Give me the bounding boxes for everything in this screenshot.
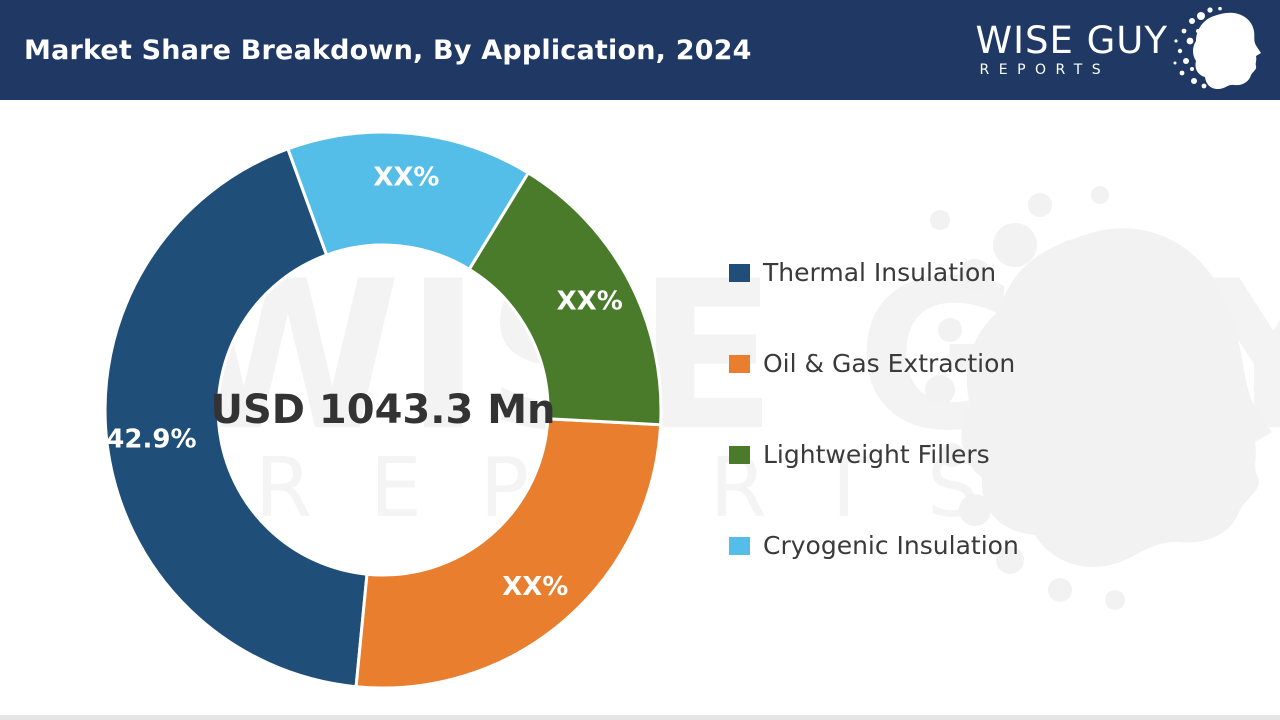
donut-center-label: USD 1043.3 Mn [211, 387, 556, 433]
legend-swatch-thermal-insulation [729, 263, 750, 282]
donut-chart: 42.9% XX% XX% XX% USD 1043.3 Mn [103, 130, 663, 690]
legend-item-oil-gas-extraction: Oil & Gas Extraction [729, 349, 1019, 378]
legend-label: Thermal Insulation [763, 258, 997, 287]
brand-head-icon [1173, 7, 1261, 90]
legend-item-lightweight-fillers: Lightweight Fillers [729, 440, 1019, 469]
donut-slice-thermal-insulation [103, 146, 369, 689]
legend-swatch-lightweight-fillers [729, 445, 750, 464]
slice-value-label: XX% [373, 163, 439, 193]
brand-name: WISE GUY [975, 19, 1168, 62]
bottom-accent-bar [0, 715, 1280, 720]
chart-legend: Thermal Insulation Oil & Gas Extraction … [729, 258, 1019, 560]
slice-value-label: XX% [502, 572, 568, 602]
page-title: Market Share Breakdown, By Application, … [24, 34, 752, 66]
legend-item-thermal-insulation: Thermal Insulation [729, 258, 1019, 287]
slice-value-label: XX% [557, 286, 623, 316]
legend-label: Lightweight Fillers [763, 440, 990, 469]
legend-item-cryogenic-insulation: Cryogenic Insulation [729, 531, 1019, 560]
brand-subtitle: REPORTS [979, 62, 1111, 78]
brand-logo: WISE GUY REPORTS [976, 7, 1266, 93]
watermark-head-dots [925, 186, 1272, 610]
brand-logo-text: WISE GUY REPORTS [976, 22, 1168, 78]
legend-swatch-cryogenic-insulation [729, 536, 750, 555]
donut-slice-oil-gas-extraction [354, 417, 663, 690]
legend-label: Cryogenic Insulation [763, 531, 1019, 560]
legend-label: Oil & Gas Extraction [763, 349, 1016, 378]
legend-swatch-oil-gas-extraction [729, 354, 750, 373]
donut-slice-cryogenic-insulation [285, 130, 531, 272]
slice-value-label: 42.9% [106, 424, 196, 454]
header: Market Share Breakdown, By Application, … [0, 0, 1280, 100]
donut-slice-lightweight-fillers [467, 170, 663, 427]
